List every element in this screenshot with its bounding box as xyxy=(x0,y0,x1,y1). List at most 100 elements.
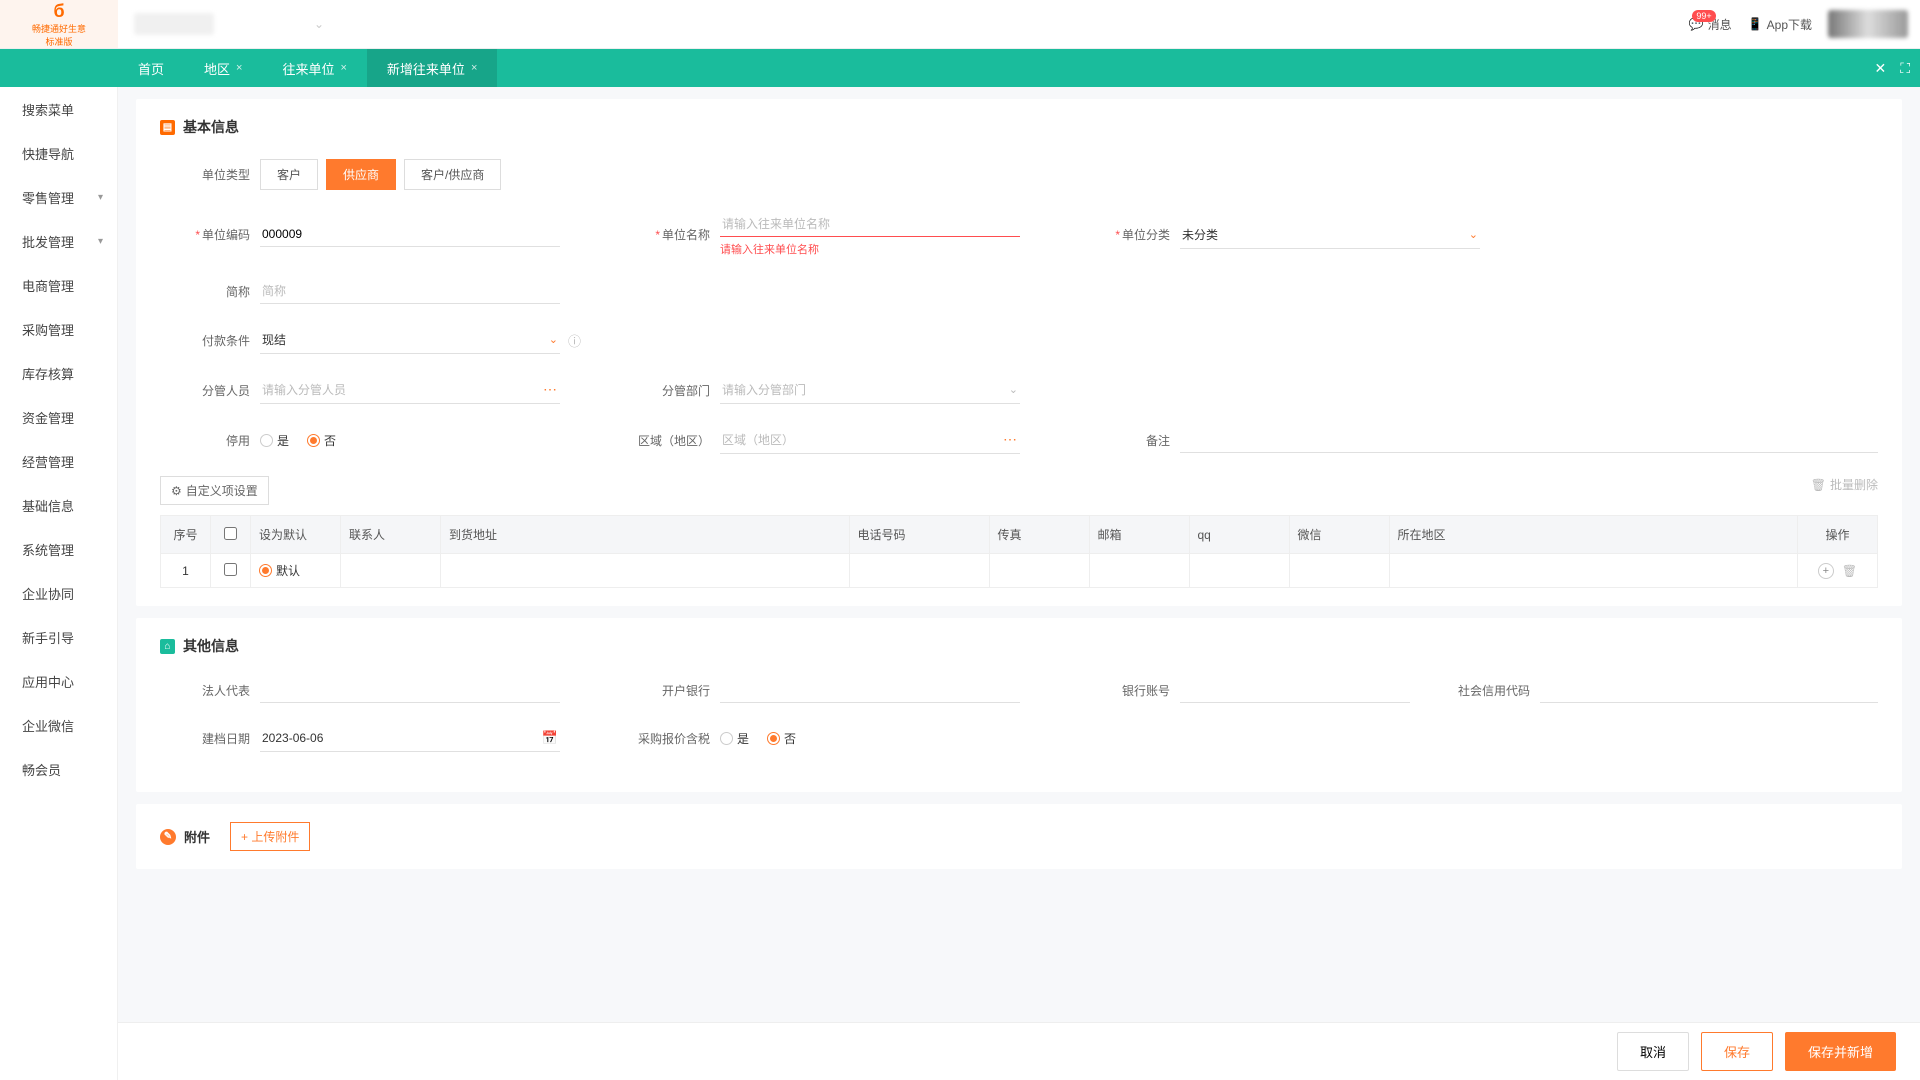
caret-down-icon: ▾ xyxy=(98,192,103,203)
dept-label: 分管部门 xyxy=(620,382,720,399)
unit-code-control xyxy=(260,222,560,247)
unit-category-dropdown[interactable]: 未分类 ⌄ xyxy=(1180,221,1480,249)
payment-terms-label: 付款条件 xyxy=(160,332,260,349)
panel-icon: ▤ xyxy=(160,120,175,135)
cell-wechat[interactable] xyxy=(1289,554,1389,588)
add-row-button[interactable]: + xyxy=(1818,563,1834,579)
ellipsis-icon: ⋯ xyxy=(1003,431,1018,448)
close-icon[interactable]: × xyxy=(471,62,477,74)
sidebar-item-零售管理[interactable]: 零售管理▾ xyxy=(0,175,117,219)
save-and-new-button[interactable]: 保存并新增 xyxy=(1785,1032,1896,1071)
sidebar-item-系统管理[interactable]: 系统管理 xyxy=(0,527,117,571)
select-all-checkbox[interactable] xyxy=(224,527,237,540)
bank-input[interactable] xyxy=(720,678,1020,703)
sidebar-item-资金管理[interactable]: 资金管理 xyxy=(0,395,117,439)
disabled-yes-radio[interactable]: 是 xyxy=(260,432,289,449)
sidebar-item-采购管理[interactable]: 采购管理 xyxy=(0,307,117,351)
sidebar-item-基础信息[interactable]: 基础信息 xyxy=(0,483,117,527)
unit-code-input[interactable] xyxy=(260,222,560,247)
sidebar-item-企业协同[interactable]: 企业协同 xyxy=(0,571,117,615)
cell-fax[interactable] xyxy=(989,554,1089,588)
sidebar-item-库存核算[interactable]: 库存核算 xyxy=(0,351,117,395)
avatar-blurred[interactable] xyxy=(1828,10,1908,38)
sidebar-item-企业微信[interactable]: 企业微信 xyxy=(0,703,117,747)
delete-row-icon[interactable]: 🗑 xyxy=(1842,564,1857,578)
sidebar-item-批发管理[interactable]: 批发管理▾ xyxy=(0,219,117,263)
basic-info-title: ▤ 基本信息 xyxy=(160,117,1878,137)
disabled-no-radio[interactable]: 否 xyxy=(307,432,336,449)
credit-code-input[interactable] xyxy=(1540,678,1878,703)
region-dropdown[interactable]: 区域（地区） ⋯ xyxy=(720,426,1020,454)
bulk-delete-button[interactable]: 🗑 批量删除 xyxy=(1811,476,1878,493)
cell-phone[interactable] xyxy=(849,554,989,588)
tax-yes-radio[interactable]: 是 xyxy=(720,730,749,747)
ellipsis-icon: ⋯ xyxy=(543,381,558,398)
unit-type-option-客户/供应商[interactable]: 客户/供应商 xyxy=(404,159,501,190)
cell-qq[interactable] xyxy=(1189,554,1289,588)
dept-dropdown[interactable]: 请输入分管部门 ⌄ xyxy=(720,376,1020,404)
panel-icon: ⌂ xyxy=(160,639,175,654)
cell-contact[interactable] xyxy=(341,554,441,588)
sidebar-item-label: 畅会员 xyxy=(22,760,61,779)
tab-首页[interactable]: 首页 xyxy=(118,49,184,87)
close-icon[interactable]: × xyxy=(236,62,242,74)
cell-region[interactable] xyxy=(1389,554,1798,588)
unit-type-option-客户[interactable]: 客户 xyxy=(260,159,318,190)
save-button[interactable]: 保存 xyxy=(1701,1032,1773,1071)
tab-往来单位[interactable]: 往来单位× xyxy=(262,49,366,87)
upload-attachment-button[interactable]: + 上传附件 xyxy=(230,822,310,851)
cancel-button[interactable]: 取消 xyxy=(1617,1032,1689,1071)
remark-input[interactable] xyxy=(1180,428,1878,453)
close-all-tabs-icon[interactable]: ✕ xyxy=(1874,60,1886,77)
sidebar-item-label: 应用中心 xyxy=(22,672,74,691)
messages-button[interactable]: 💬 消息 99+ xyxy=(1689,16,1732,33)
payment-terms-row: 付款条件 现结 ⌄ ⓘ xyxy=(160,326,1878,354)
sidebar-item-新手引导[interactable]: 新手引导 xyxy=(0,615,117,659)
tab-地区[interactable]: 地区× xyxy=(184,49,262,87)
unit-name-input[interactable] xyxy=(720,212,1020,237)
sidebar-item-畅会员[interactable]: 畅会员 xyxy=(0,747,117,791)
tab-新增往来单位[interactable]: 新增往来单位× xyxy=(367,49,497,87)
other-row-2: 建档日期 2023-06-06 📅 采购报价含税 是 否 xyxy=(160,725,1878,752)
phone-icon: 📱 xyxy=(1748,17,1763,31)
unit-type-option-供应商[interactable]: 供应商 xyxy=(326,159,396,190)
attachments-title-text: 附件 xyxy=(184,827,210,846)
gear-icon: ⚙ xyxy=(171,484,182,498)
table-header-到货地址: 到货地址 xyxy=(441,516,850,554)
bank-account-label: 银行账号 xyxy=(1080,682,1180,699)
manager-dropdown[interactable]: 请输入分管人员 ⋯ xyxy=(260,376,560,404)
payment-terms-dropdown[interactable]: 现结 ⌄ xyxy=(260,326,560,354)
cell-email[interactable] xyxy=(1089,554,1189,588)
app-download-button[interactable]: 📱 App下载 xyxy=(1748,16,1812,33)
legal-rep-input[interactable] xyxy=(260,678,560,703)
sidebar-item-label: 资金管理 xyxy=(22,408,74,427)
unit-category-label: *单位分类 xyxy=(1080,226,1180,243)
sidebar-item-快捷导航[interactable]: 快捷导航 xyxy=(0,131,117,175)
bank-account-input[interactable] xyxy=(1180,678,1410,703)
cell-default: 默认 xyxy=(251,554,341,588)
custom-fields-button[interactable]: ⚙ 自定义项设置 xyxy=(160,476,269,505)
sidebar-item-应用中心[interactable]: 应用中心 xyxy=(0,659,117,703)
logo-main-text: 畅捷通好生意 xyxy=(32,22,86,35)
logo-area: б 畅捷通好生意 标准版 xyxy=(0,0,118,48)
row-checkbox[interactable] xyxy=(224,563,237,576)
sidebar-item-电商管理[interactable]: 电商管理 xyxy=(0,263,117,307)
sidebar-item-label: 企业微信 xyxy=(22,716,74,735)
close-icon[interactable]: × xyxy=(340,62,346,74)
table-header-联系人: 联系人 xyxy=(341,516,441,554)
default-radio[interactable]: 默认 xyxy=(259,562,300,579)
cell-address[interactable] xyxy=(441,554,850,588)
company-chevron-icon[interactable]: ⌄ xyxy=(314,17,324,31)
table-header-传真: 传真 xyxy=(989,516,1089,554)
sidebar-item-搜索菜单[interactable]: 搜索菜单 xyxy=(0,87,117,131)
table-toolbar: ⚙ 自定义项设置 🗑 批量删除 xyxy=(160,476,1878,505)
create-date-input[interactable]: 2023-06-06 📅 xyxy=(260,725,560,752)
sidebar-item-label: 电商管理 xyxy=(22,276,74,295)
tax-no-radio[interactable]: 否 xyxy=(767,730,796,747)
help-icon[interactable]: ⓘ xyxy=(568,331,581,350)
other-row-1: 法人代表 开户银行 银行账号 社会信用代码 xyxy=(160,678,1878,703)
fullscreen-icon[interactable]: ⛶ xyxy=(1900,60,1910,77)
short-name-input[interactable] xyxy=(260,279,560,304)
logo-sub-text: 标准版 xyxy=(45,35,72,48)
sidebar-item-经营管理[interactable]: 经营管理 xyxy=(0,439,117,483)
